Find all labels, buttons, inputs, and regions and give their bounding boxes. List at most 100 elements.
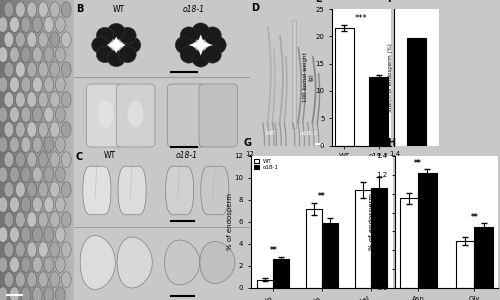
Ellipse shape [27, 2, 36, 17]
Ellipse shape [62, 92, 71, 107]
Ellipse shape [16, 212, 25, 227]
Y-axis label: Starch of endosperm (%): Starch of endosperm (%) [388, 43, 392, 112]
Y-axis label: % of endosperm: % of endosperm [368, 194, 374, 250]
Bar [322, 223, 338, 288]
Text: o18-1: o18-1 [176, 152, 198, 160]
Ellipse shape [44, 107, 54, 122]
Ellipse shape [124, 37, 141, 53]
Ellipse shape [27, 272, 36, 287]
Text: **: ** [470, 213, 478, 222]
Ellipse shape [50, 182, 59, 197]
Ellipse shape [32, 287, 42, 300]
Ellipse shape [27, 182, 36, 197]
Ellipse shape [56, 137, 65, 152]
Ellipse shape [10, 227, 20, 242]
Text: G: G [244, 138, 252, 148]
Ellipse shape [32, 77, 42, 92]
Ellipse shape [56, 287, 65, 300]
Polygon shape [200, 166, 229, 215]
Bar [274, 260, 289, 288]
Ellipse shape [50, 272, 59, 287]
Ellipse shape [50, 2, 59, 17]
Ellipse shape [56, 77, 65, 92]
Ellipse shape [21, 17, 31, 32]
Text: WT: WT [112, 4, 125, 14]
Ellipse shape [204, 46, 222, 63]
Ellipse shape [50, 152, 59, 167]
Ellipse shape [56, 227, 65, 242]
Ellipse shape [62, 242, 71, 257]
Polygon shape [200, 242, 235, 284]
Text: C: C [76, 152, 83, 161]
Ellipse shape [32, 227, 42, 242]
Ellipse shape [38, 272, 48, 287]
Ellipse shape [118, 27, 136, 44]
Ellipse shape [16, 2, 25, 17]
Ellipse shape [21, 287, 31, 300]
Ellipse shape [0, 167, 8, 182]
Ellipse shape [180, 46, 198, 63]
Ellipse shape [0, 77, 8, 92]
Polygon shape [106, 37, 126, 53]
Ellipse shape [32, 197, 42, 212]
Ellipse shape [56, 197, 65, 212]
Ellipse shape [0, 137, 8, 152]
Ellipse shape [44, 77, 54, 92]
Bar [418, 173, 436, 288]
Ellipse shape [44, 17, 54, 32]
Ellipse shape [56, 17, 65, 32]
Text: 12: 12 [246, 151, 254, 157]
Ellipse shape [10, 137, 20, 152]
Polygon shape [83, 166, 111, 215]
Ellipse shape [62, 152, 71, 167]
Ellipse shape [16, 242, 25, 257]
Ellipse shape [4, 122, 14, 137]
Ellipse shape [27, 152, 36, 167]
Ellipse shape [0, 107, 8, 122]
Ellipse shape [192, 23, 210, 40]
Ellipse shape [21, 227, 31, 242]
Ellipse shape [16, 32, 25, 47]
Legend: WT, o18-1: WT, o18-1 [254, 159, 279, 170]
Ellipse shape [16, 152, 25, 167]
Ellipse shape [192, 50, 210, 67]
Ellipse shape [128, 100, 144, 127]
Text: **: ** [414, 159, 422, 168]
Ellipse shape [16, 182, 25, 197]
Ellipse shape [38, 122, 48, 137]
FancyBboxPatch shape [86, 84, 125, 147]
Text: WT: WT [104, 152, 116, 160]
Ellipse shape [16, 122, 25, 137]
Ellipse shape [56, 167, 65, 182]
Ellipse shape [21, 137, 31, 152]
Bar [354, 190, 370, 288]
Ellipse shape [62, 62, 71, 77]
Ellipse shape [62, 122, 71, 137]
Ellipse shape [62, 272, 71, 287]
Ellipse shape [38, 182, 48, 197]
Polygon shape [80, 236, 116, 290]
Ellipse shape [96, 46, 114, 63]
Ellipse shape [62, 212, 71, 227]
Bar [456, 241, 474, 288]
Ellipse shape [27, 212, 36, 227]
Ellipse shape [21, 47, 31, 62]
Ellipse shape [27, 92, 36, 107]
Ellipse shape [21, 167, 31, 182]
Ellipse shape [38, 62, 48, 77]
Ellipse shape [62, 32, 71, 47]
Ellipse shape [32, 137, 42, 152]
Ellipse shape [208, 36, 226, 54]
Ellipse shape [56, 107, 65, 122]
Text: F: F [387, 0, 394, 4]
Ellipse shape [10, 107, 20, 122]
Ellipse shape [21, 257, 31, 272]
Ellipse shape [44, 47, 54, 62]
Ellipse shape [16, 92, 25, 107]
Polygon shape [188, 34, 213, 56]
Ellipse shape [4, 212, 14, 227]
Ellipse shape [4, 92, 14, 107]
FancyBboxPatch shape [168, 84, 206, 147]
Ellipse shape [0, 227, 8, 242]
Ellipse shape [118, 46, 136, 63]
